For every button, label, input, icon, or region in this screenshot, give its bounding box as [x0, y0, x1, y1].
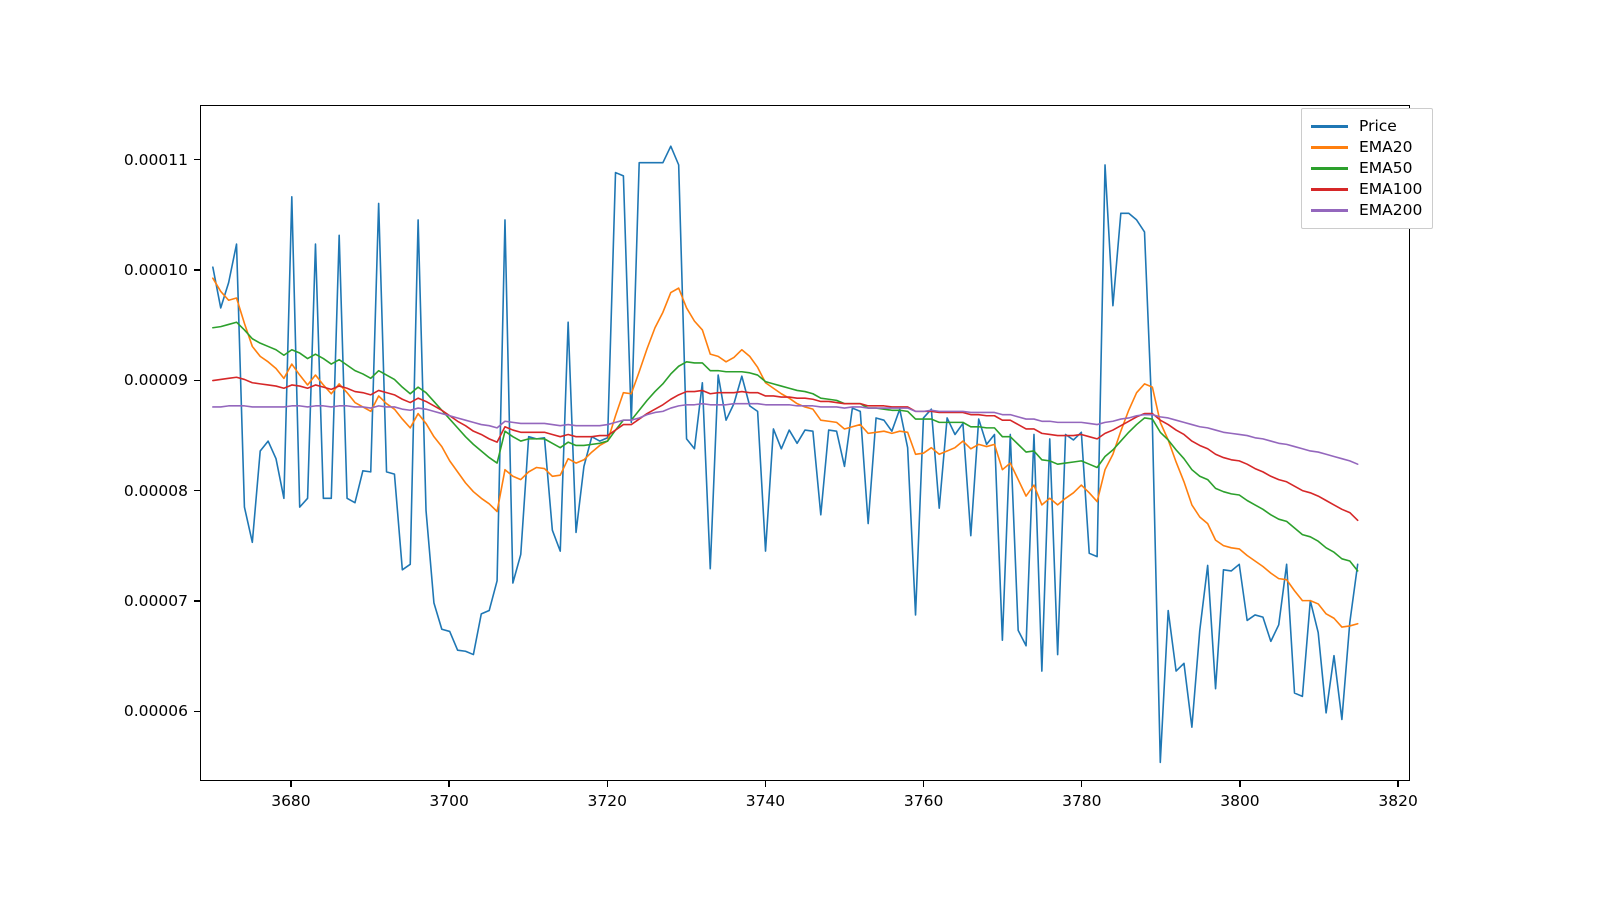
- series-line-ema20: [213, 278, 1358, 627]
- y-tick-mark: [194, 158, 200, 161]
- y-tick-label: 0.00008: [123, 481, 188, 500]
- legend-color-swatch: [1311, 125, 1348, 128]
- series-canvas: [201, 106, 1409, 780]
- legend-item-ema200: EMA200: [1311, 200, 1422, 221]
- y-tick-label: 0.00006: [123, 702, 188, 721]
- y-tick-mark: [194, 710, 200, 713]
- y-tick-mark: [194, 490, 200, 492]
- legend-item-price: Price: [1311, 116, 1422, 137]
- legend-color-swatch: [1311, 146, 1348, 149]
- legend-item-ema100: EMA100: [1311, 179, 1422, 200]
- x-tick-mark: [290, 781, 292, 787]
- legend-label: EMA200: [1359, 200, 1423, 219]
- x-tick-label: 3780: [1062, 792, 1102, 810]
- legend-color-swatch: [1311, 188, 1348, 191]
- x-tick-label: 3760: [903, 792, 944, 810]
- y-tick-mark: [194, 600, 200, 602]
- x-tick-label: 3680: [271, 792, 311, 810]
- x-tick-mark: [606, 781, 608, 787]
- series-line-ema100: [213, 377, 1358, 520]
- y-tick-label: 0.00007: [123, 592, 188, 611]
- x-tick-label: 3740: [745, 792, 786, 810]
- legend-label: EMA50: [1359, 158, 1413, 177]
- legend-label: Price: [1359, 116, 1397, 135]
- x-tick-mark: [764, 781, 767, 787]
- y-tick-mark: [194, 379, 200, 381]
- x-tick-label: 3800: [1220, 792, 1260, 810]
- x-tick-mark: [1397, 781, 1399, 787]
- x-tick-mark: [1239, 781, 1241, 787]
- legend-label: EMA100: [1359, 179, 1423, 198]
- legend-item-ema50: EMA50: [1311, 158, 1422, 179]
- legend-item-ema20: EMA20: [1311, 137, 1422, 158]
- x-tick-mark: [448, 781, 450, 787]
- y-tick-mark: [194, 269, 200, 271]
- x-tick-mark: [1081, 781, 1083, 787]
- x-tick-label: 3700: [429, 792, 469, 810]
- x-tick-label: 3720: [587, 792, 628, 810]
- y-tick-label: 0.00009: [123, 371, 188, 390]
- y-tick-label: 0.00010: [123, 260, 188, 279]
- x-tick-mark: [922, 781, 925, 787]
- series-line-price: [213, 146, 1358, 762]
- legend-color-swatch: [1311, 167, 1348, 170]
- chart-legend: Price EMA20 EMA50 EMA100 EMA200: [1301, 108, 1434, 229]
- x-tick-label: 3820: [1378, 792, 1418, 810]
- y-tick-label: 0.00011: [123, 150, 188, 169]
- series-line-ema200: [213, 404, 1358, 465]
- series-line-ema50: [213, 322, 1358, 571]
- plot-area: [200, 105, 1410, 781]
- legend-color-swatch: [1311, 209, 1348, 212]
- legend-label: EMA20: [1359, 137, 1413, 156]
